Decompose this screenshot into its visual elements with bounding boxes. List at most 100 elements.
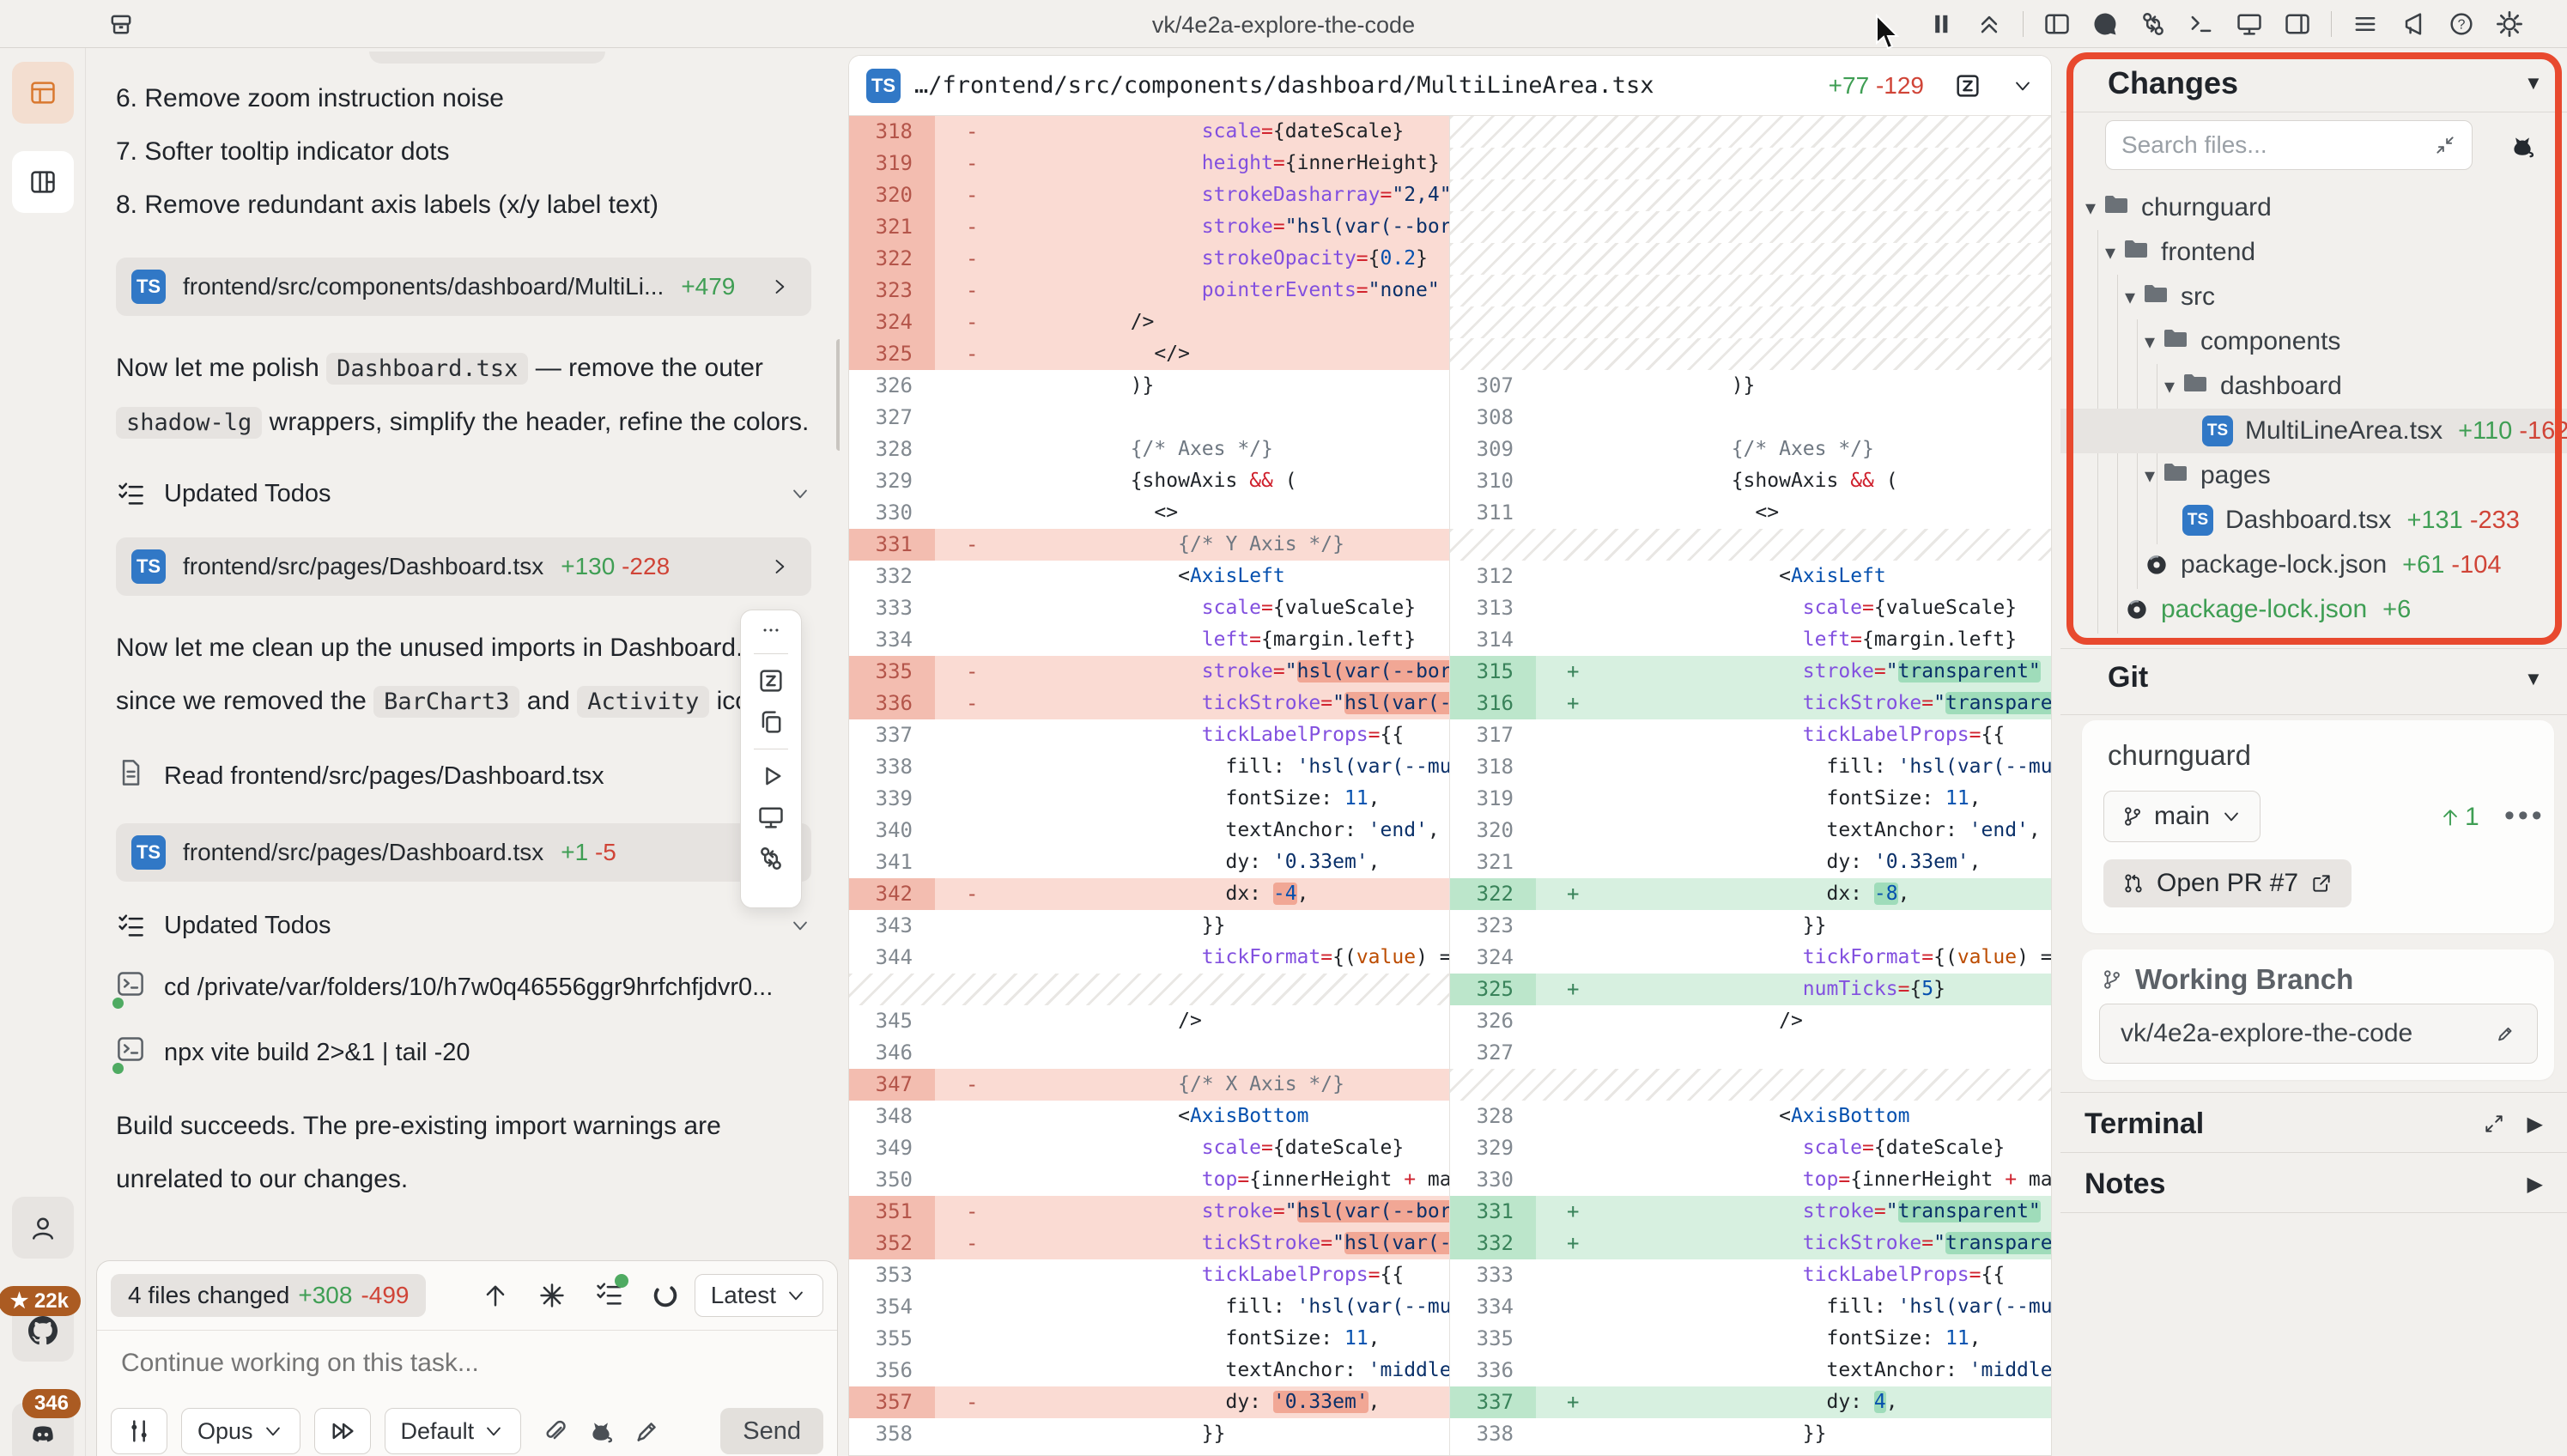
git-compare-icon[interactable] [756,844,786,873]
open-pr-button[interactable]: Open PR #7 [2103,859,2352,907]
help-icon[interactable]: ? [2447,9,2476,39]
cat-icon[interactable] [586,1417,616,1446]
tool-call-row[interactable]: cd /private/var/folders/10/h7w0q46556ggr… [112,969,811,1009]
tree-folder-row[interactable]: ▾ src [2060,275,2567,319]
diff-cell-old: 338 fill: 'hsl(var(--muted-foreground))'… [849,751,1450,783]
notes-section[interactable]: Notes ▶ [2060,1157,2567,1210]
diff-icon[interactable] [1953,71,1982,100]
tree-file-row[interactable]: package-lock.json +61 -104 [2060,543,2567,587]
mode-dropdown[interactable]: Default [384,1408,522,1454]
tree-file-row[interactable]: package-lock.json +6 [2060,587,2567,632]
megaphone-icon[interactable] [2399,9,2428,39]
file-change-chip[interactable]: TS frontend/src/components/dashboard/Mult… [116,258,811,316]
settings-sliders-button[interactable] [111,1408,167,1454]
collapse-tree-icon[interactable] [2434,134,2456,156]
more-icon[interactable]: ••• [2504,799,2546,832]
expand-icon[interactable] [2483,1113,2505,1135]
file-path: frontend/src/pages/Dashboard.tsx [183,839,544,865]
updated-todos-row[interactable]: Updated Todos [116,911,811,940]
chevron-expand-icon[interactable]: ▾ [2085,196,2097,220]
collapse-up-icon[interactable] [1975,9,2004,39]
tree-folder-row[interactable]: ▾ frontend [2060,230,2567,275]
github-stars-badge: ★ 22k [0,1286,81,1316]
chat-bubble-icon[interactable] [2091,9,2120,39]
latest-dropdown[interactable]: Latest [694,1274,823,1317]
line-number: 331 [1450,1196,1536,1228]
tree-folder-row[interactable]: ▾ churnguard [2060,185,2567,230]
panel-right-icon[interactable] [2283,9,2312,39]
cat-button[interactable] [2495,124,2550,168]
send-button[interactable]: Send [720,1408,823,1454]
diff-cell-old: 348 <AxisBottom [849,1101,1450,1132]
working-branch-field[interactable]: vk/4e2a-explore-the-code [2099,1004,2538,1064]
paperclip-icon[interactable] [540,1417,569,1446]
line-number: 334 [1476,1295,1514,1319]
diff-icon[interactable] [756,666,786,695]
diff-cell-new: 313 scale={valueScale} [1450,592,2051,624]
tree-folder-row[interactable]: ▾ dashboard [2060,364,2567,409]
settings-gear-icon[interactable] [2495,9,2524,39]
sidebar-item-discord[interactable]: 346 [12,1389,81,1456]
sidebar-item-kanban[interactable] [12,151,74,213]
sidebar-item-account[interactable] [12,1197,74,1259]
tool-call-row[interactable]: Read frontend/src/pages/Dashboard.tsx [116,758,811,794]
chevron-expand-icon[interactable]: ▾ [2144,330,2156,354]
copy-icon[interactable] [756,707,786,737]
monitor-icon[interactable] [756,803,786,832]
chevron-expand-icon[interactable]: ▾ [2163,374,2176,398]
change-marker [935,1259,1107,1291]
edit-pencil-icon[interactable] [2494,1022,2516,1045]
monitor-icon[interactable] [2235,9,2264,39]
more-icon[interactable] [760,619,782,641]
git-collapse-icon[interactable]: ▼ [2524,668,2543,689]
message-input[interactable] [121,1349,653,1378]
terminal-icon[interactable] [2187,9,2216,39]
chevron-expand-icon[interactable]: ▾ [2104,240,2116,264]
chat-scrollbar[interactable] [836,339,840,451]
arrow-up-icon[interactable] [481,1281,510,1310]
branch-dropdown[interactable]: main [2103,791,2261,842]
commits-ahead[interactable]: 1 [2439,803,2479,832]
terminal-section[interactable]: Terminal ▶ [2060,1097,2567,1150]
chevron-expand-icon[interactable]: ▾ [2144,464,2156,488]
updated-todos-row[interactable]: Updated Todos [116,479,811,508]
tree-folder-row[interactable]: ▾ pages [2060,453,2567,498]
model-dropdown[interactable]: Opus [181,1408,300,1454]
kanban-icon [28,167,58,197]
sidebar-item-github[interactable]: ★ 22k [0,1286,81,1362]
toolbox-icon[interactable] [106,9,136,39]
change-marker: - [966,151,979,175]
play-icon[interactable] [756,761,786,791]
pause-icon[interactable] [1927,9,1956,39]
file-change-chip[interactable]: TS frontend/src/pages/Dashboard.tsx +1 -5 [116,823,811,882]
tool-call-row[interactable]: npx vite build 2>&1 | tail -20 [112,1034,811,1074]
file-path: frontend/src/pages/Dashboard.tsx [183,553,544,579]
panel-left-icon[interactable] [2042,9,2072,39]
diff-row: 337 tickLabelProps={{317 tickLabelProps=… [849,719,2051,751]
tree-folder-row[interactable]: ▾ components [2060,319,2567,364]
changes-collapse-icon[interactable]: ▼ [2524,72,2543,94]
menu-icon[interactable] [2351,9,2380,39]
chevron-expand-icon[interactable]: ▾ [2124,285,2136,309]
sidebar-item-layout[interactable] [12,62,74,124]
line-number: 329 [875,469,913,493]
chevron-right-icon[interactable]: ▶ [2527,1112,2543,1136]
chevron-right-icon[interactable]: ▶ [2527,1172,2543,1196]
spark-icon[interactable] [537,1281,567,1310]
tree-file-row[interactable]: TS MultiLineArea.tsx +110 -162 [2060,409,2567,453]
changes-title: Changes [2108,65,2239,100]
file-change-chip[interactable]: TS frontend/src/pages/Dashboard.tsx +130 -… [116,537,811,596]
file-search-input[interactable]: Search files... [2105,120,2473,170]
fast-forward-button[interactable] [313,1408,371,1454]
git-compare-icon[interactable] [2139,9,2168,39]
diff-row: 355 fontSize: 11, 335 fontSize: 11, [849,1323,2051,1355]
diff-cell-old: 351 - stroke="hsl(var(--border))" [849,1196,1450,1228]
chevron-down-icon[interactable] [2012,75,2034,97]
pen-icon[interactable] [633,1417,662,1446]
tree-file-row[interactable]: TS Dashboard.tsx +131 -233 [2060,498,2567,543]
change-marker [935,434,1107,465]
code-line: textAnchor: 'end', [1225,819,1440,841]
terminal-icon [112,1034,145,1074]
diff-table[interactable]: 318 - scale={dateScale} 319 - height={inner… [849,116,2051,1455]
files-changed-chip[interactable]: 4 files changed +308 -499 [111,1274,427,1317]
